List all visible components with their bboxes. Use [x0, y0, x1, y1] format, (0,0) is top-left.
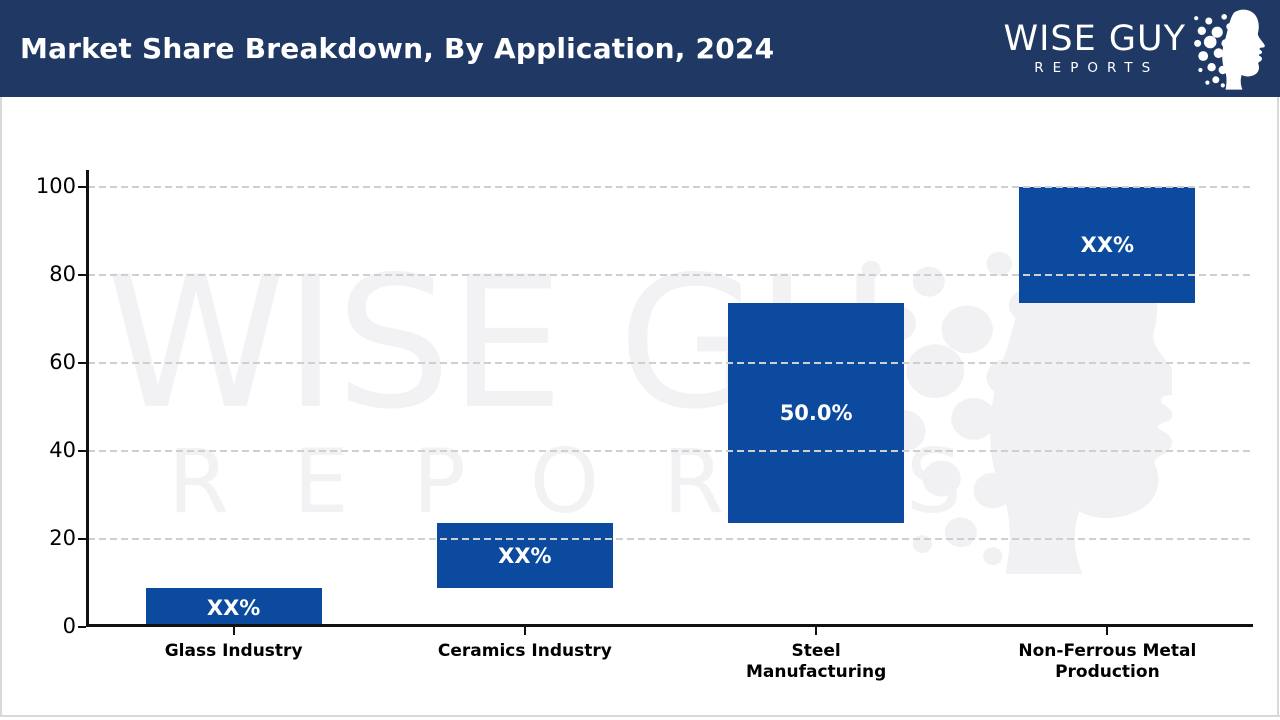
x-tick-2 [523, 627, 526, 635]
y-tick-label-40: 40 [49, 438, 76, 462]
gridline-60 [88, 362, 1253, 364]
bar-value-label: XX% [1080, 233, 1135, 258]
category-label-3: Steel Manufacturing [746, 641, 887, 683]
category-label-1: Glass Industry [164, 641, 303, 661]
page-border-right [1277, 97, 1279, 717]
x-tick-1 [232, 627, 235, 635]
y-tick-80 [78, 274, 86, 276]
bar-1: XX% [145, 588, 322, 627]
page-title: Market Share Breakdown, By Application, … [20, 32, 775, 65]
category-label-4: Non-Ferrous Metal Production [1018, 641, 1197, 683]
logo-subtitle: REPORTS [1034, 59, 1160, 76]
y-tick-40 [78, 450, 86, 452]
y-tick-20 [78, 538, 86, 540]
x-tick-3 [815, 627, 818, 635]
gridline-80 [88, 274, 1253, 276]
page-border-left [0, 97, 2, 717]
wise-guy-face-icon [1194, 9, 1265, 90]
y-tick-label-20: 20 [49, 526, 76, 550]
gridline-40 [88, 450, 1253, 452]
y-tick-label-60: 60 [49, 350, 76, 374]
y-tick-label-80: 80 [49, 262, 76, 286]
bar-4: XX% [1019, 187, 1196, 304]
x-axis [86, 624, 1253, 627]
gridline-100 [88, 186, 1253, 188]
bar-3: 50.0% [728, 303, 905, 524]
bar-value-label: XX% [206, 595, 261, 620]
bar-value-label: 50.0% [779, 401, 853, 426]
page-header: Market Share Breakdown, By Application, … [0, 0, 1280, 97]
y-tick-0 [78, 626, 86, 628]
bar-value-label: XX% [498, 543, 552, 568]
y-tick-label-100: 100 [35, 174, 76, 198]
y-tick-100 [78, 186, 86, 188]
logo-wordmark: WISE GUY [1003, 18, 1186, 59]
x-tick-4 [1106, 627, 1109, 635]
wise-guy-logo: WISE GUY REPORTS [1003, 7, 1266, 91]
y-tick-label-0: 0 [62, 614, 76, 638]
gridline-20 [88, 538, 1253, 540]
y-axis [86, 170, 89, 627]
page-border-bottom [0, 715, 1280, 717]
face-profile [1222, 9, 1265, 90]
y-tick-60 [78, 362, 86, 364]
logo-text: WISE GUY REPORTS [1003, 18, 1186, 76]
category-label-2: Ceramics Industry [437, 641, 612, 661]
bar-2: XX% [436, 523, 613, 589]
